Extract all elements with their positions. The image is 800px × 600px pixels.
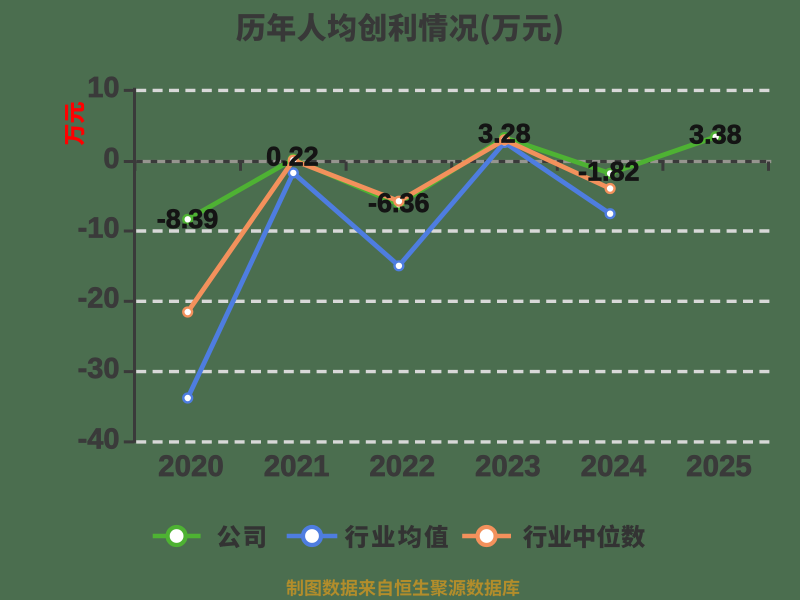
svg-text:2022: 2022 <box>369 450 435 483</box>
svg-text:2025: 2025 <box>686 450 752 483</box>
svg-text:3.38: 3.38 <box>689 119 742 149</box>
svg-text:-8.39: -8.39 <box>157 204 219 234</box>
svg-text:2023: 2023 <box>475 450 541 483</box>
svg-text:10: 10 <box>87 72 119 104</box>
svg-text:2024: 2024 <box>581 450 647 483</box>
svg-text:-20: -20 <box>78 283 120 315</box>
svg-text:-10: -10 <box>78 212 120 244</box>
svg-text:0.22: 0.22 <box>266 142 319 172</box>
svg-text:3.28: 3.28 <box>478 119 531 149</box>
svg-text:-40: -40 <box>78 423 120 455</box>
svg-text:-30: -30 <box>78 353 120 385</box>
svg-text:-6.36: -6.36 <box>368 188 430 218</box>
svg-text:2021: 2021 <box>264 450 330 483</box>
svg-text:2020: 2020 <box>158 450 224 483</box>
svg-text:0: 0 <box>103 143 119 175</box>
svg-text:-1.82: -1.82 <box>578 157 640 187</box>
